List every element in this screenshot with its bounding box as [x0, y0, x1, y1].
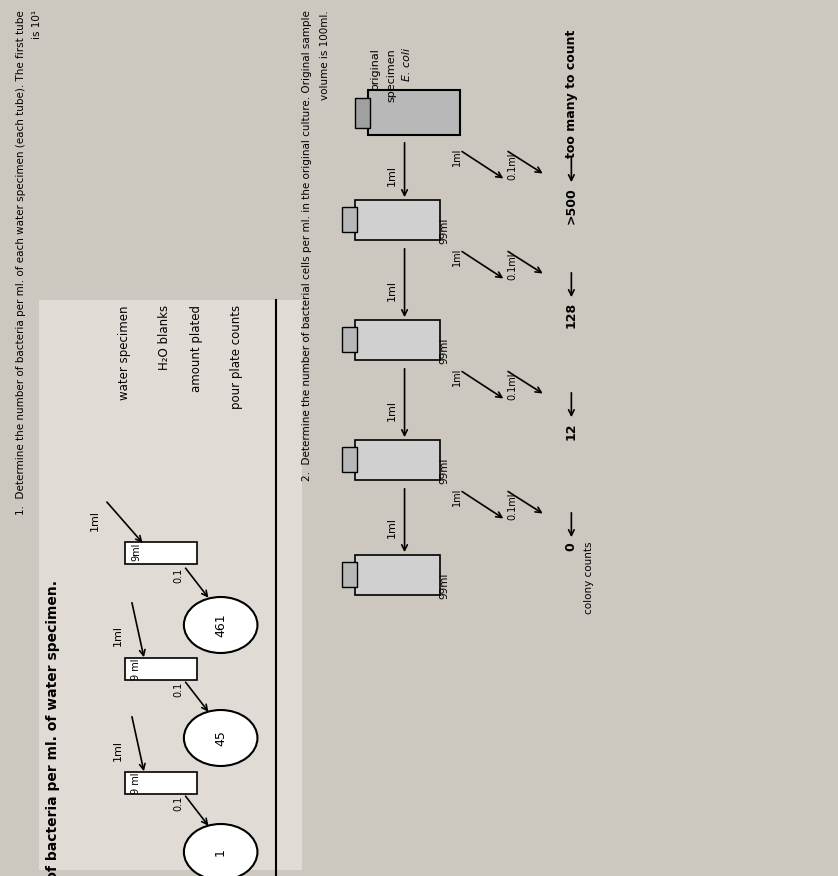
Text: 0: 0 — [565, 542, 577, 551]
Text: water specimen: water specimen — [118, 305, 132, 399]
Text: 9 ml: 9 ml — [132, 659, 142, 681]
Text: 1ml: 1ml — [453, 368, 463, 386]
Text: 99ml: 99ml — [439, 573, 449, 599]
Bar — [342, 327, 357, 352]
Text: 1: 1 — [215, 848, 227, 856]
Text: 99ml: 99ml — [439, 338, 449, 364]
Text: 12: 12 — [565, 422, 577, 440]
Bar — [368, 90, 460, 135]
Text: 0.1ml: 0.1ml — [507, 372, 517, 399]
Text: colony counts: colony counts — [584, 542, 594, 614]
Text: volume is 100ml.: volume is 100ml. — [320, 10, 330, 100]
Bar — [354, 320, 440, 360]
Text: 0.1: 0.1 — [173, 796, 184, 811]
Text: H₂O blanks: H₂O blanks — [158, 305, 171, 371]
Text: 45: 45 — [215, 730, 227, 746]
Text: 1ml: 1ml — [113, 740, 123, 761]
Text: 461: 461 — [215, 613, 227, 637]
Bar — [354, 98, 370, 128]
Ellipse shape — [184, 597, 257, 653]
Bar — [125, 542, 197, 564]
Text: 1ml: 1ml — [113, 625, 123, 646]
Text: 1ml: 1ml — [386, 400, 396, 421]
Text: 1ml: 1ml — [386, 165, 396, 186]
Text: 1ml: 1ml — [453, 248, 463, 266]
Bar — [354, 200, 440, 240]
Text: is 10¹: is 10¹ — [32, 10, 42, 39]
Text: Determine the number of bacteria per ml. of water specimen.: Determine the number of bacteria per ml.… — [45, 580, 59, 876]
Bar — [125, 658, 197, 680]
Bar — [39, 300, 303, 870]
Text: >500: >500 — [565, 187, 577, 223]
Text: amount plated: amount plated — [190, 305, 204, 392]
Text: 128: 128 — [565, 302, 577, 328]
Text: 9ml: 9ml — [132, 543, 142, 562]
Text: 1.  Determine the number of bacteria per ml. of each water specimen (each tube).: 1. Determine the number of bacteria per … — [16, 10, 26, 515]
Text: E. coli: E. coli — [402, 48, 412, 81]
Bar — [342, 207, 357, 232]
Text: 1ml: 1ml — [453, 148, 463, 166]
Text: original: original — [370, 48, 380, 90]
Bar — [125, 772, 197, 794]
Text: 99ml: 99ml — [439, 218, 449, 244]
Bar — [342, 447, 357, 472]
Text: 99ml: 99ml — [439, 458, 449, 484]
Text: 0.1ml: 0.1ml — [507, 152, 517, 180]
Text: too many to count: too many to count — [565, 30, 577, 159]
Text: 0.1: 0.1 — [173, 682, 184, 697]
Text: pour plate counts: pour plate counts — [230, 305, 243, 409]
Ellipse shape — [184, 710, 257, 766]
Text: 9 ml: 9 ml — [132, 773, 142, 795]
Text: 0.1ml: 0.1ml — [507, 492, 517, 519]
Text: 1ml: 1ml — [90, 510, 100, 531]
Bar — [354, 555, 440, 595]
Bar — [354, 440, 440, 480]
Bar — [342, 562, 357, 587]
Text: 1ml: 1ml — [386, 280, 396, 301]
Text: 1ml: 1ml — [386, 517, 396, 538]
Text: 0.1ml: 0.1ml — [507, 252, 517, 279]
Text: 2.  Determine the number of bacterial cells per ml. in the original culture. Ori: 2. Determine the number of bacterial cel… — [303, 10, 312, 481]
Text: 0.1: 0.1 — [173, 568, 184, 583]
Text: specimen: specimen — [386, 48, 396, 102]
Text: 1ml: 1ml — [453, 488, 463, 506]
Ellipse shape — [184, 824, 257, 876]
